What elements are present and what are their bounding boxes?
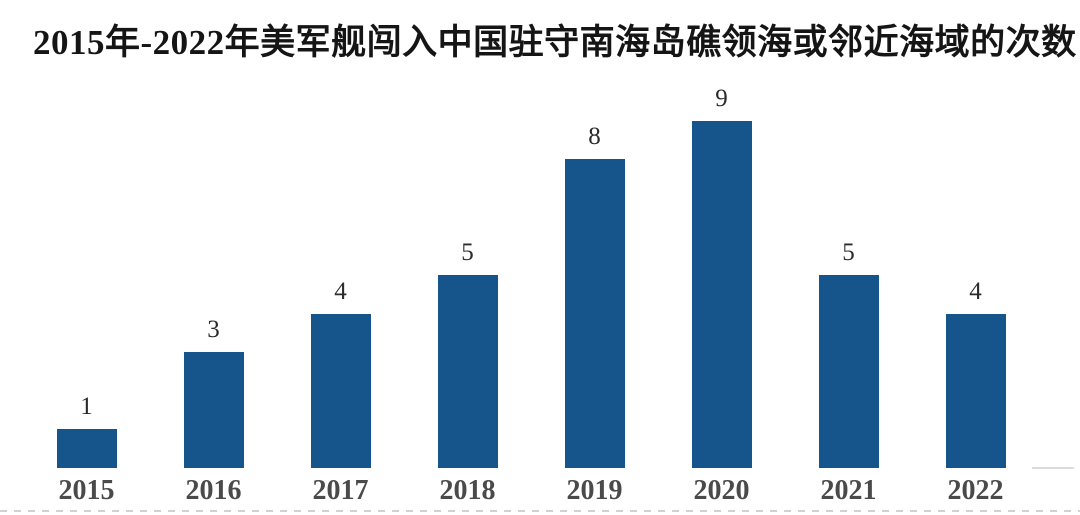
bar [56,429,117,468]
x-axis-tick-label: 2016 [185,475,242,506]
x-axis-tick-label: 2019 [566,475,623,506]
bar-column: 5 2021 [785,0,912,507]
bar-column: 5 2018 [404,0,531,507]
bar-value-label: 4 [334,278,347,305]
plot-area: 1 2015 3 2016 4 2017 5 2018 8 2019 9 2020 5 2021 4 2022 [23,0,1039,507]
bar [945,314,1006,468]
bar-value-label: 4 [969,278,982,305]
bar-value-label: 5 [461,239,474,266]
bar-column: 8 2019 [531,0,658,507]
bar-column: 3 2016 [150,0,277,507]
bar-column: 4 2022 [912,0,1039,507]
bar-column: 9 2020 [658,0,785,507]
bar [564,159,625,468]
x-axis-tick-label: 2018 [439,475,496,506]
x-axis-tick-label: 2021 [820,475,877,506]
bar-value-label: 5 [842,239,855,266]
bar-column: 4 2017 [277,0,404,507]
bar [437,275,498,468]
x-axis-tick-label: 2015 [58,475,115,506]
bar [818,275,879,468]
x-axis-tick-label: 2017 [312,475,369,506]
chart-title: 2015年-2022年美军舰闯入中国驻守南海岛礁领海或邻近海域的次数 [33,23,1077,62]
bottom-dashed-line-decor [0,510,1080,512]
baseline-fragment-decor [1032,467,1074,469]
bar-value-label: 8 [588,123,601,150]
x-axis-tick-label: 2022 [947,475,1004,506]
bar [183,352,244,468]
x-axis-tick-label: 2020 [693,475,750,506]
bar-column: 1 2015 [23,0,150,507]
bar [310,314,371,468]
bar-value-label: 3 [207,316,220,343]
bar-value-label: 9 [715,85,728,112]
bar [691,121,752,468]
bar-value-label: 1 [80,393,93,420]
